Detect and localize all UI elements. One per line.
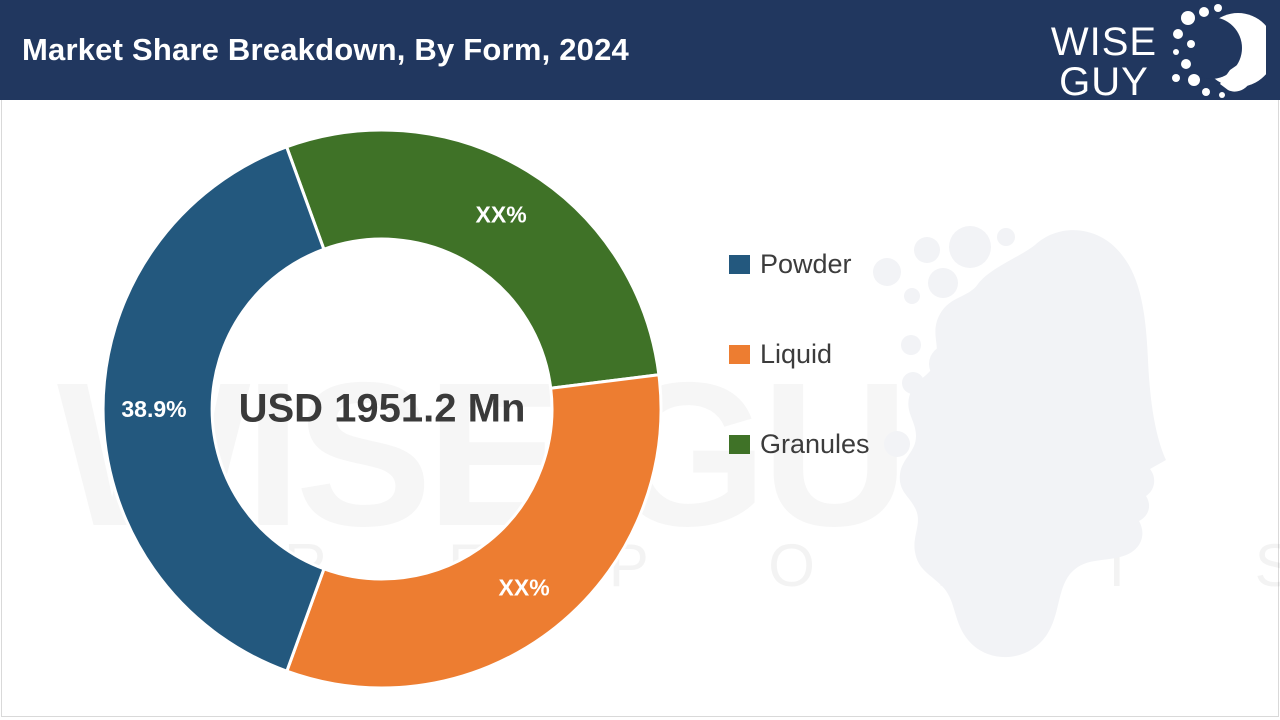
legend-label: Granules xyxy=(760,428,870,459)
chart-center-value: USD 1951.2 Mn xyxy=(238,386,526,431)
logo-wordmark: WISE GUY xyxy=(1050,20,1158,104)
page-title: Market Share Breakdown, By Form, 2024 xyxy=(22,32,629,67)
legend-item-powder: Powder xyxy=(729,246,870,282)
legend-item-granules: Granules xyxy=(729,426,870,462)
legend-swatch-granules xyxy=(729,434,750,454)
legend-label: Liquid xyxy=(760,338,833,369)
chart-legend: Powder Liquid Granules xyxy=(729,246,870,516)
slice-powder xyxy=(101,145,326,673)
legend-item-liquid: Liquid xyxy=(729,336,870,372)
logo-face-icon xyxy=(1172,4,1275,98)
slice-value-label-powder: 38.9% xyxy=(121,396,186,422)
slice-value-label-granules: XX% xyxy=(476,202,527,228)
slice-value-label-liquid: XX% xyxy=(499,574,550,600)
legend-swatch-powder xyxy=(729,254,750,274)
slice-granules xyxy=(285,128,661,390)
slice-liquid xyxy=(285,373,663,690)
legend-swatch-liquid xyxy=(729,344,750,364)
legend-label: Powder xyxy=(760,248,852,279)
